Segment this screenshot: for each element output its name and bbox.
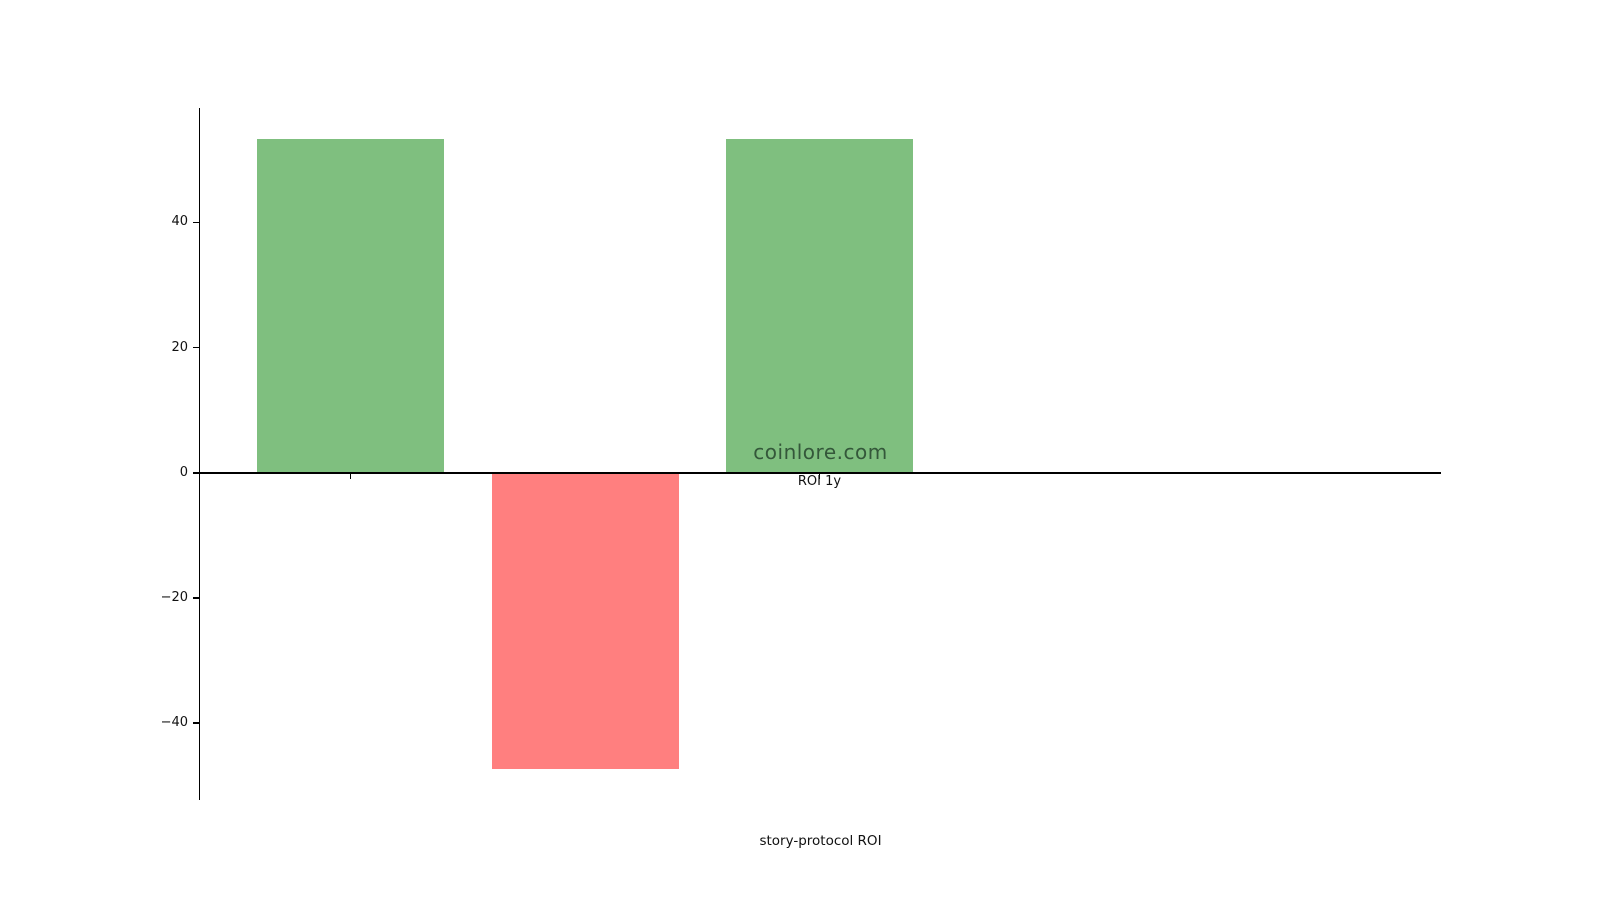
y-tick	[193, 472, 200, 474]
x-tick-label: ROI 1y	[797, 473, 842, 489]
y-tick-label: −20	[160, 589, 188, 605]
y-tick-label: 0	[179, 464, 188, 480]
y-tick	[193, 722, 200, 724]
x-axis-line	[200, 472, 1441, 474]
y-axis-line	[198, 108, 200, 800]
bar-1	[257, 139, 444, 473]
y-tick-label: 40	[171, 214, 188, 230]
x-tick	[349, 472, 352, 479]
y-tick	[193, 346, 200, 349]
watermark-coinlore: coinlore.com	[753, 440, 888, 464]
y-tick	[193, 221, 200, 224]
bar-2	[492, 472, 679, 769]
bar-roi-1y	[726, 139, 913, 473]
y-tick-label: 20	[171, 339, 188, 355]
chart-xlabel: story-protocol ROI	[759, 833, 882, 849]
y-tick-label: −40	[160, 715, 188, 731]
x-tick	[818, 472, 821, 479]
y-tick	[193, 597, 200, 599]
